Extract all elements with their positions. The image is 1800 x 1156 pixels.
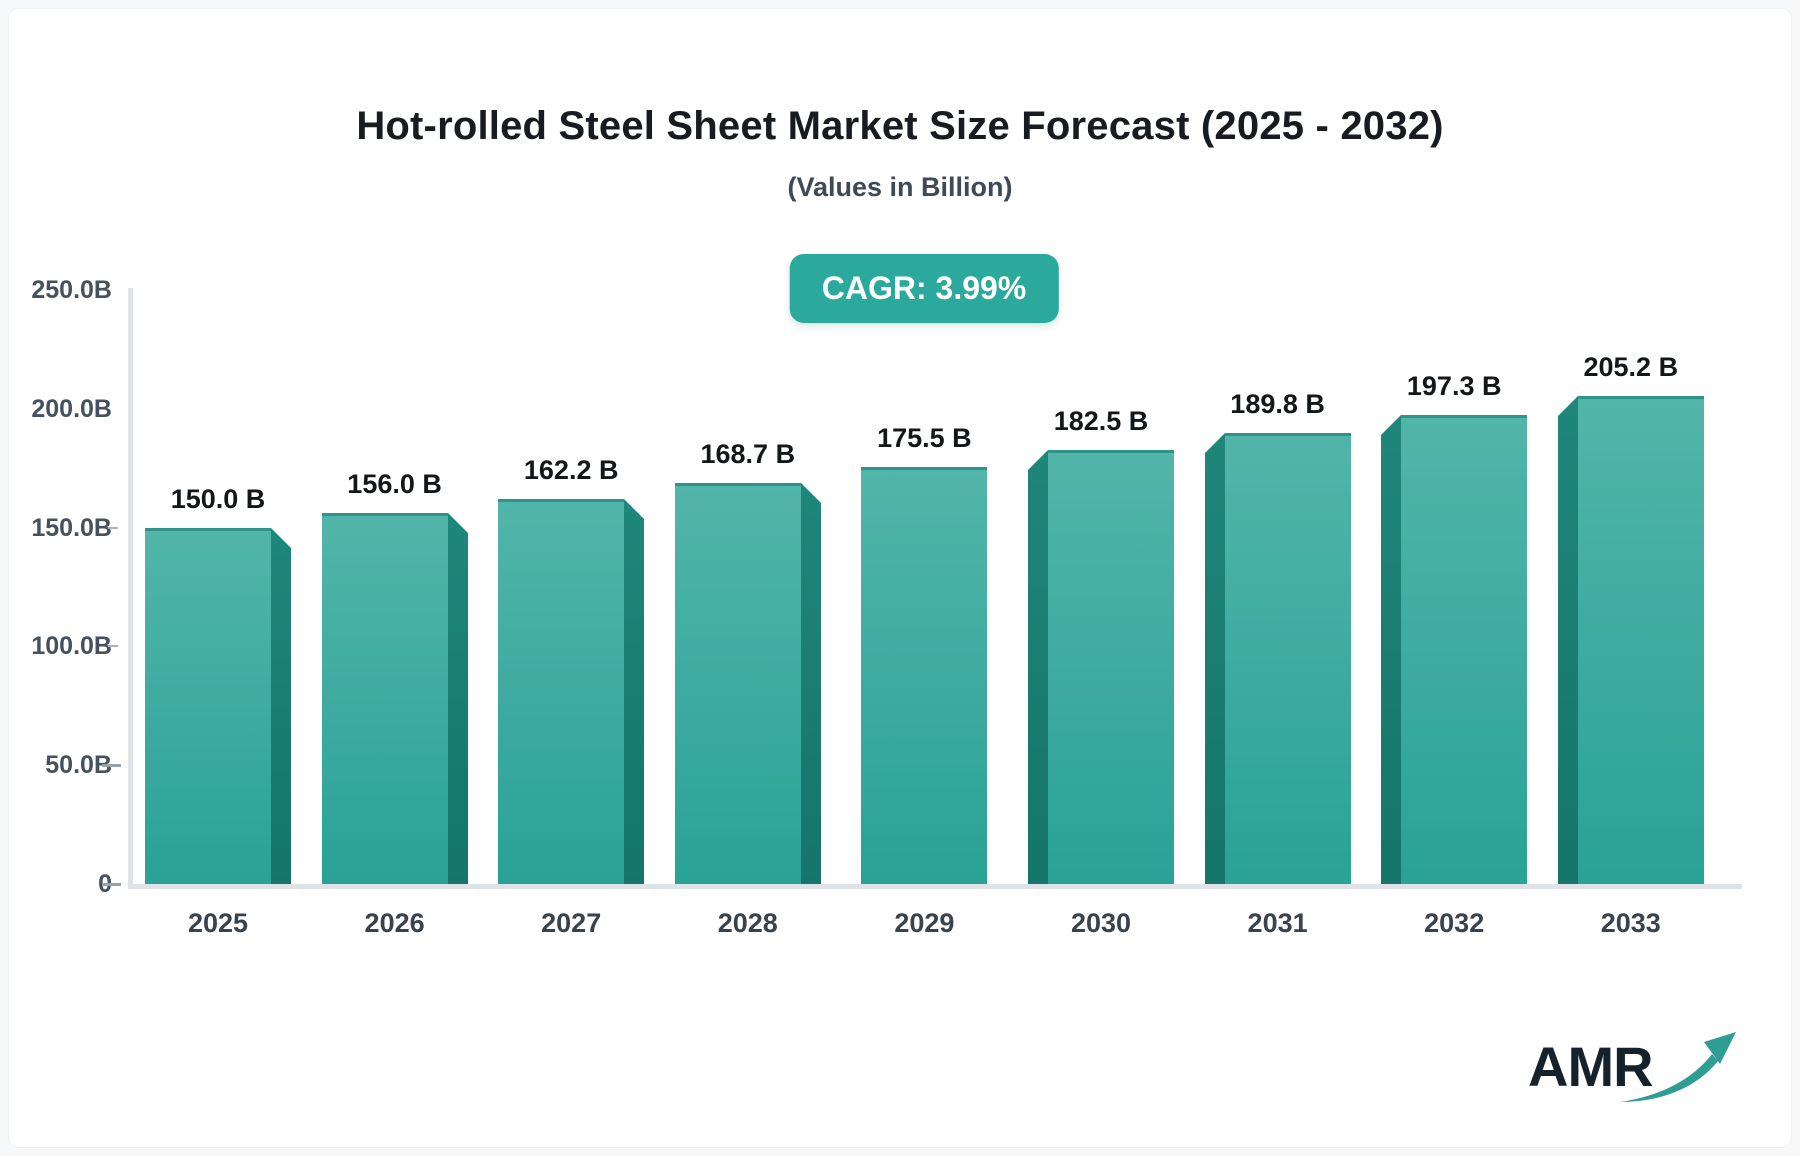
x-axis-label-2028: 2028	[717, 908, 778, 938]
bar-2029	[861, 467, 987, 884]
bar-2025	[145, 528, 291, 884]
bar-2033	[1558, 396, 1704, 884]
y-axis-line	[128, 288, 133, 888]
y-axis-tick-50	[102, 764, 121, 768]
bar-value-label-2030: 182.5 B	[1053, 406, 1149, 436]
bar-2030	[1028, 450, 1174, 884]
x-axis-label-2033: 2033	[1600, 908, 1661, 938]
amr-logo-text: AMR	[1528, 1035, 1654, 1098]
bar-value-label-2031: 189.8 B	[1230, 389, 1325, 419]
y-axis-label-250: 250.0B	[31, 276, 112, 304]
x-axis-label-2026: 2026	[364, 908, 425, 938]
x-axis-label-2027: 2027	[541, 908, 602, 938]
bar-value-label-2028: 168.7 B	[700, 439, 796, 469]
bar-column-2029	[851, 467, 997, 884]
x-axis-line	[128, 884, 1742, 889]
bar-value-label-2033: 205.2 B	[1583, 352, 1679, 382]
bar-2027	[498, 499, 644, 884]
bar-value-label-2032: 197.3 B	[1406, 371, 1502, 401]
bar-2031	[1205, 433, 1351, 884]
bar-value-label-2027: 162.2 B	[523, 455, 619, 485]
bar-value-label-2025: 150.0 B	[170, 484, 266, 514]
chart-subtitle: (Values in Billion)	[787, 172, 1013, 202]
bar-column-2033	[1558, 396, 1704, 884]
y-axis-tick-150	[108, 526, 118, 529]
growth-arrow-icon	[1620, 1032, 1736, 1102]
bar-2028	[675, 483, 821, 884]
y-axis-tick-0	[102, 883, 121, 886]
y-axis-label-100: 100.0B	[31, 632, 112, 661]
x-axis-label-2029: 2029	[894, 908, 955, 938]
chart-title: Hot-rolled Steel Sheet Market Size Forec…	[356, 104, 1444, 148]
y-axis-tick-100	[108, 645, 118, 648]
y-axis-label-0: 0	[2, 868, 112, 900]
bar-2032	[1381, 415, 1527, 884]
bar-column-2030	[1028, 450, 1174, 884]
x-axis-label-2032: 2032	[1424, 908, 1485, 938]
bar-column-2031	[1205, 433, 1351, 884]
bar-column-2028	[675, 483, 821, 884]
amr-logo: AMR	[1528, 1032, 1738, 1116]
bar-2026	[322, 513, 468, 884]
x-axis-label-2031: 2031	[1247, 908, 1308, 938]
bar-value-label-2029: 175.5 B	[877, 423, 972, 453]
bar-column-2025	[145, 528, 291, 884]
bar-column-2027	[498, 499, 644, 884]
bar-column-2032	[1381, 415, 1527, 884]
x-axis-label-2030: 2030	[1070, 908, 1132, 938]
x-axis-label-2025: 2025	[187, 908, 249, 938]
bar-column-2026	[322, 513, 468, 884]
cagr-badge: CAGR: 3.99%	[789, 254, 1059, 323]
y-axis-label-50: 50.0B	[45, 751, 112, 780]
y-axis-label-200: 200.0B	[31, 394, 112, 423]
bar-value-label-2026: 156.0 B	[347, 469, 442, 499]
y-axis-label-150: 150.0B	[31, 513, 112, 542]
